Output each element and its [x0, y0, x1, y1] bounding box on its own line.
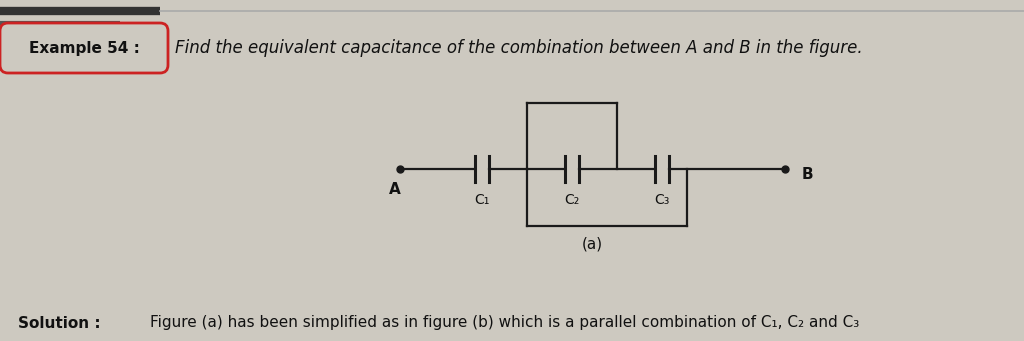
Text: Solution :: Solution :	[18, 315, 100, 330]
Text: C₂: C₂	[564, 193, 580, 207]
Text: (a): (a)	[582, 237, 603, 252]
Text: A: A	[389, 181, 400, 196]
Text: B: B	[801, 166, 813, 181]
FancyBboxPatch shape	[0, 23, 168, 73]
Text: C₃: C₃	[654, 193, 670, 207]
Text: Figure (a) has been simplified as in figure (b) which is a parallel combination : Figure (a) has been simplified as in fig…	[150, 315, 859, 330]
Text: Example 54 :: Example 54 :	[29, 41, 139, 56]
Text: C₁: C₁	[474, 193, 489, 207]
Text: Find the equivalent capacitance of the combination between A and B in the figure: Find the equivalent capacitance of the c…	[175, 39, 862, 57]
